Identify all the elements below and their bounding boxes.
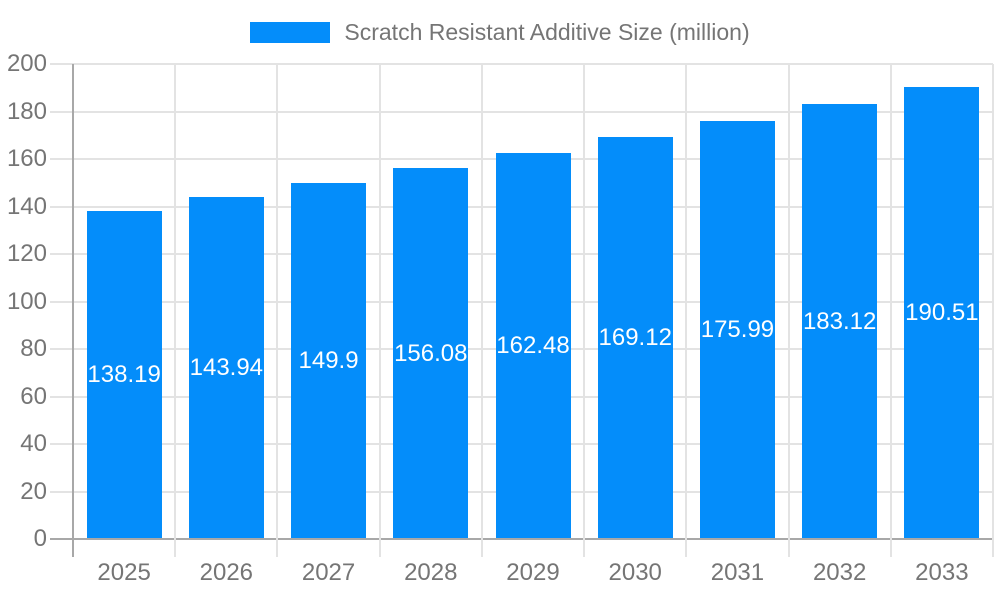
bar: [597, 137, 673, 538]
x-tick-label: 2028: [404, 559, 458, 586]
bar: [699, 121, 775, 538]
bar: [86, 210, 162, 538]
y-tick-label: 80: [20, 335, 47, 362]
x-tick-label: 2030: [608, 559, 662, 586]
y-tick-label: 180: [6, 97, 47, 125]
bar-value-label: 169.12: [598, 324, 672, 352]
bar-value-label: 162.48: [496, 332, 570, 360]
y-tick-label: 120: [6, 240, 47, 267]
y-tick-label: 140: [6, 192, 47, 220]
y-tick-label: 160: [6, 145, 47, 172]
x-axis-line: [50, 538, 993, 540]
v-gridline: [583, 64, 586, 557]
x-tick-label: 2031: [710, 559, 765, 586]
y-tick-label: 0: [33, 525, 47, 552]
v-gridline: [378, 64, 381, 557]
bar-value-label: 156.08: [394, 339, 468, 367]
v-gridline: [889, 64, 892, 557]
x-tick-label: 2032: [812, 559, 867, 586]
bar: [291, 182, 367, 538]
y-tick-label: 40: [20, 430, 47, 457]
bar-value-label: 175.99: [700, 316, 775, 343]
v-gridline: [685, 64, 688, 557]
y-tick-label: 200: [6, 50, 47, 77]
h-gridline: [50, 63, 993, 65]
legend-swatch: [250, 22, 331, 43]
x-tick-label: 2027: [301, 559, 356, 586]
v-gridline: [276, 64, 279, 557]
bar: [188, 197, 264, 538]
y-axis-line: [72, 64, 74, 557]
bar: [495, 153, 571, 538]
v-gridline: [787, 64, 790, 557]
bar: [904, 86, 980, 538]
x-tick-label: 2025: [97, 559, 151, 586]
x-tick-label: 2033: [915, 559, 969, 586]
v-gridline: [992, 64, 994, 557]
h-gridline: [50, 110, 993, 113]
y-tick-label: 100: [6, 287, 47, 315]
v-gridline: [480, 64, 483, 557]
bar-value-label: 138.19: [87, 360, 161, 388]
x-tick-label: 2026: [199, 559, 254, 586]
y-tick-label: 60: [20, 382, 47, 410]
x-tick-label: 2029: [506, 559, 560, 586]
legend-label: Scratch Resistant Additive Size (million…: [344, 19, 750, 45]
bar: [802, 104, 878, 538]
v-gridline: [174, 64, 177, 557]
y-tick-label: 20: [20, 477, 47, 505]
bar-value-label: 190.51: [905, 298, 979, 326]
bar: [393, 168, 469, 538]
legend: Scratch Resistant Additive Size (million…: [0, 21, 1000, 44]
bar-value-label: 143.94: [189, 354, 264, 382]
bar-value-label: 183.12: [802, 307, 877, 335]
bar-value-label: 149.9: [298, 346, 359, 374]
